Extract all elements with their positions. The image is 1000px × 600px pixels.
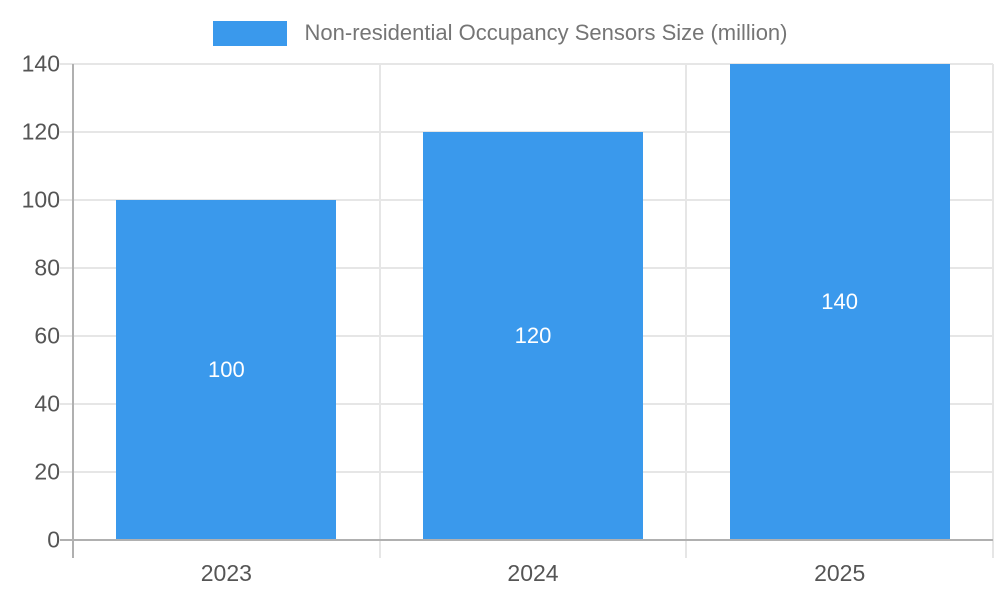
gridline-v-2 <box>685 64 688 558</box>
bar-2023[interactable]: 100 <box>116 200 337 540</box>
bar-2024[interactable]: 120 <box>423 132 643 540</box>
x-axis-label-2025: 2025 <box>814 560 866 586</box>
y-axis-label-0: 0 <box>47 526 60 553</box>
bar-value-label-2023: 100 <box>207 357 245 382</box>
bar-value-label-2025: 140 <box>821 289 859 314</box>
y-axis-label-20: 20 <box>34 458 60 485</box>
gridline-h-140 <box>60 63 993 65</box>
y-axis-line <box>72 64 74 558</box>
plot-area: 0 20 40 60 80 100 120 140 100 2023 120 2024 140 2025 <box>22 51 994 586</box>
y-axis-label-140: 140 <box>21 50 60 77</box>
legend-label: Non-residential Occupancy Sensors Size (… <box>304 20 788 45</box>
y-axis-label-80: 80 <box>34 254 60 281</box>
y-axis-label-40: 40 <box>34 390 60 417</box>
y-axis-label-60: 60 <box>34 322 60 349</box>
gridline-v-3 <box>992 64 994 558</box>
x-axis-line <box>60 539 993 541</box>
legend-swatch-icon <box>212 20 287 46</box>
y-axis-label-120: 120 <box>21 118 60 145</box>
bar-2025[interactable]: 140 <box>729 64 950 540</box>
x-axis-label-2023: 2023 <box>200 560 252 586</box>
gridline-v-1 <box>378 64 381 558</box>
y-axis-label-100: 100 <box>21 186 60 213</box>
legend[interactable]: Non-residential Occupancy Sensors Size (… <box>0 20 1000 46</box>
bar-value-label-2024: 120 <box>514 323 552 348</box>
x-axis-label-2024: 2024 <box>507 560 559 586</box>
